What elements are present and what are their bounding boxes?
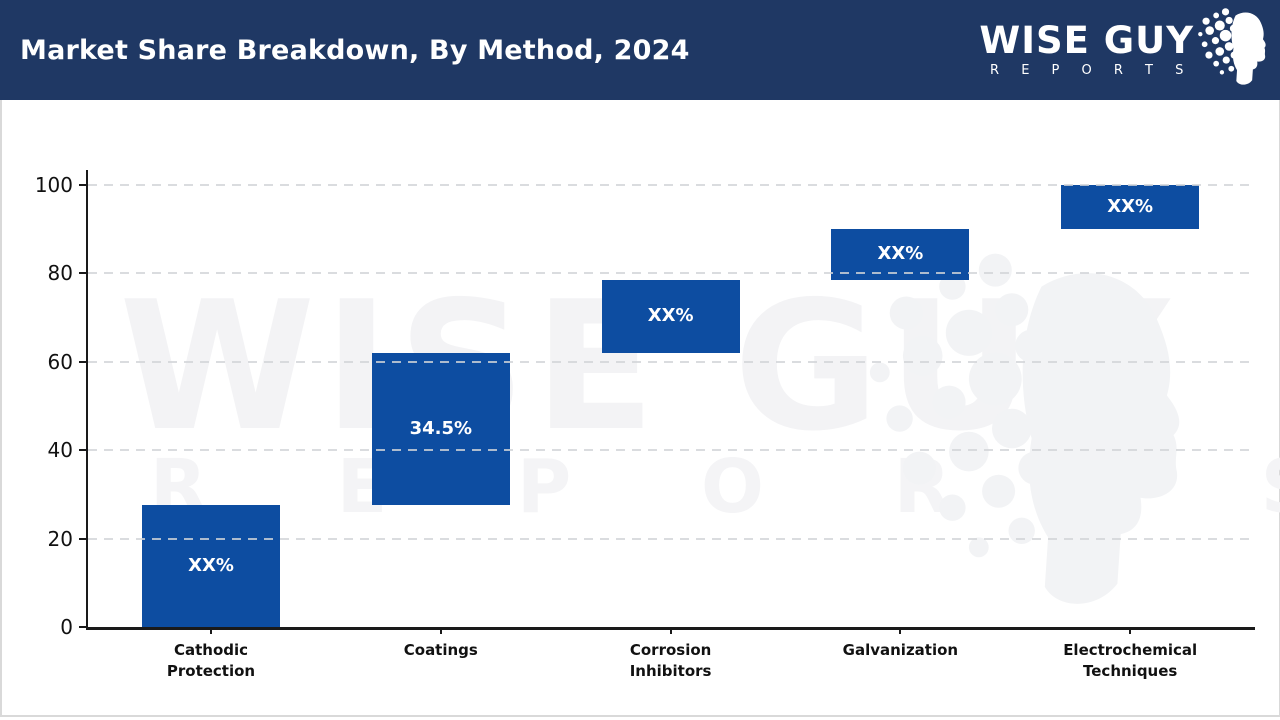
y-tick-label: 100: [34, 173, 73, 197]
x-tick: [210, 627, 212, 634]
header: Market Share Breakdown, By Method, 2024 …: [0, 0, 1280, 100]
y-tick: [79, 360, 88, 363]
bar-value-label: XX%: [1107, 196, 1154, 217]
x-tick-label: Coatings: [403, 641, 478, 659]
bar: XX%: [1061, 185, 1200, 230]
x-tick-label: Electrochemical Techniques: [1063, 641, 1198, 680]
y-tick: [79, 184, 88, 186]
y-tick: [79, 537, 88, 540]
brand-head-icon: [1198, 8, 1266, 85]
brand-subtitle: R E P O R T S: [990, 63, 1193, 78]
x-tick-label: Corrosion Inhibitors: [629, 641, 712, 680]
x-tick-label: Galvanization: [842, 641, 959, 659]
y-axis-line: [86, 170, 88, 627]
bar-value-label: 34.5%: [409, 417, 473, 439]
bar-value-label: XX%: [188, 555, 234, 577]
x-tick-label: Cathodic Protection: [166, 641, 256, 680]
y-tick-label: 0: [60, 615, 73, 639]
y-tick-label: 60: [47, 349, 73, 374]
y-tick-label: 20: [47, 526, 73, 551]
bar-value-label: XX%: [877, 243, 924, 265]
page-title: Market Share Breakdown, By Method, 2024: [20, 34, 690, 66]
bar: 34.5%: [371, 352, 510, 506]
y-tick-label: 40: [47, 438, 73, 463]
y-tick: [79, 272, 88, 275]
y-tick: [79, 626, 88, 628]
brand-logo: WISE GUY R E P O R T S: [979, 4, 1268, 96]
x-tick: [1129, 627, 1132, 634]
brand-logo-text: WISE GUY R E P O R T S: [979, 22, 1194, 78]
brand-name: WISE GUY: [979, 19, 1194, 62]
bar: XX%: [831, 229, 970, 281]
x-tick: [669, 627, 672, 634]
x-tick: [439, 627, 442, 634]
bar: XX%: [142, 505, 280, 627]
x-tick: [899, 627, 902, 634]
x-axis-line: [86, 627, 1255, 630]
y-tick: [79, 449, 88, 452]
bar: XX%: [601, 280, 740, 353]
y-tick-label: 80: [47, 261, 73, 286]
bar-value-label: XX%: [647, 305, 694, 327]
